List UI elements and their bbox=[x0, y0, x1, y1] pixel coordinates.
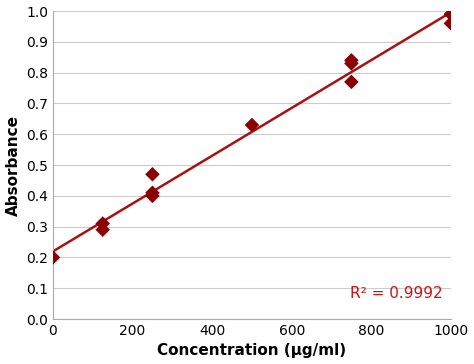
Point bbox=[99, 221, 107, 226]
Point bbox=[347, 60, 355, 66]
Point bbox=[149, 171, 156, 177]
Point bbox=[347, 58, 355, 63]
Text: R² = 0.9992: R² = 0.9992 bbox=[350, 285, 443, 301]
Point bbox=[347, 79, 355, 85]
Point bbox=[248, 122, 255, 128]
Point bbox=[99, 227, 107, 233]
Point bbox=[447, 20, 455, 26]
X-axis label: Concentration (μg/ml): Concentration (μg/ml) bbox=[157, 344, 346, 359]
Point bbox=[149, 193, 156, 199]
Point bbox=[49, 254, 57, 260]
Point bbox=[149, 190, 156, 196]
Y-axis label: Absorbance: Absorbance bbox=[6, 115, 20, 215]
Point bbox=[447, 11, 455, 17]
